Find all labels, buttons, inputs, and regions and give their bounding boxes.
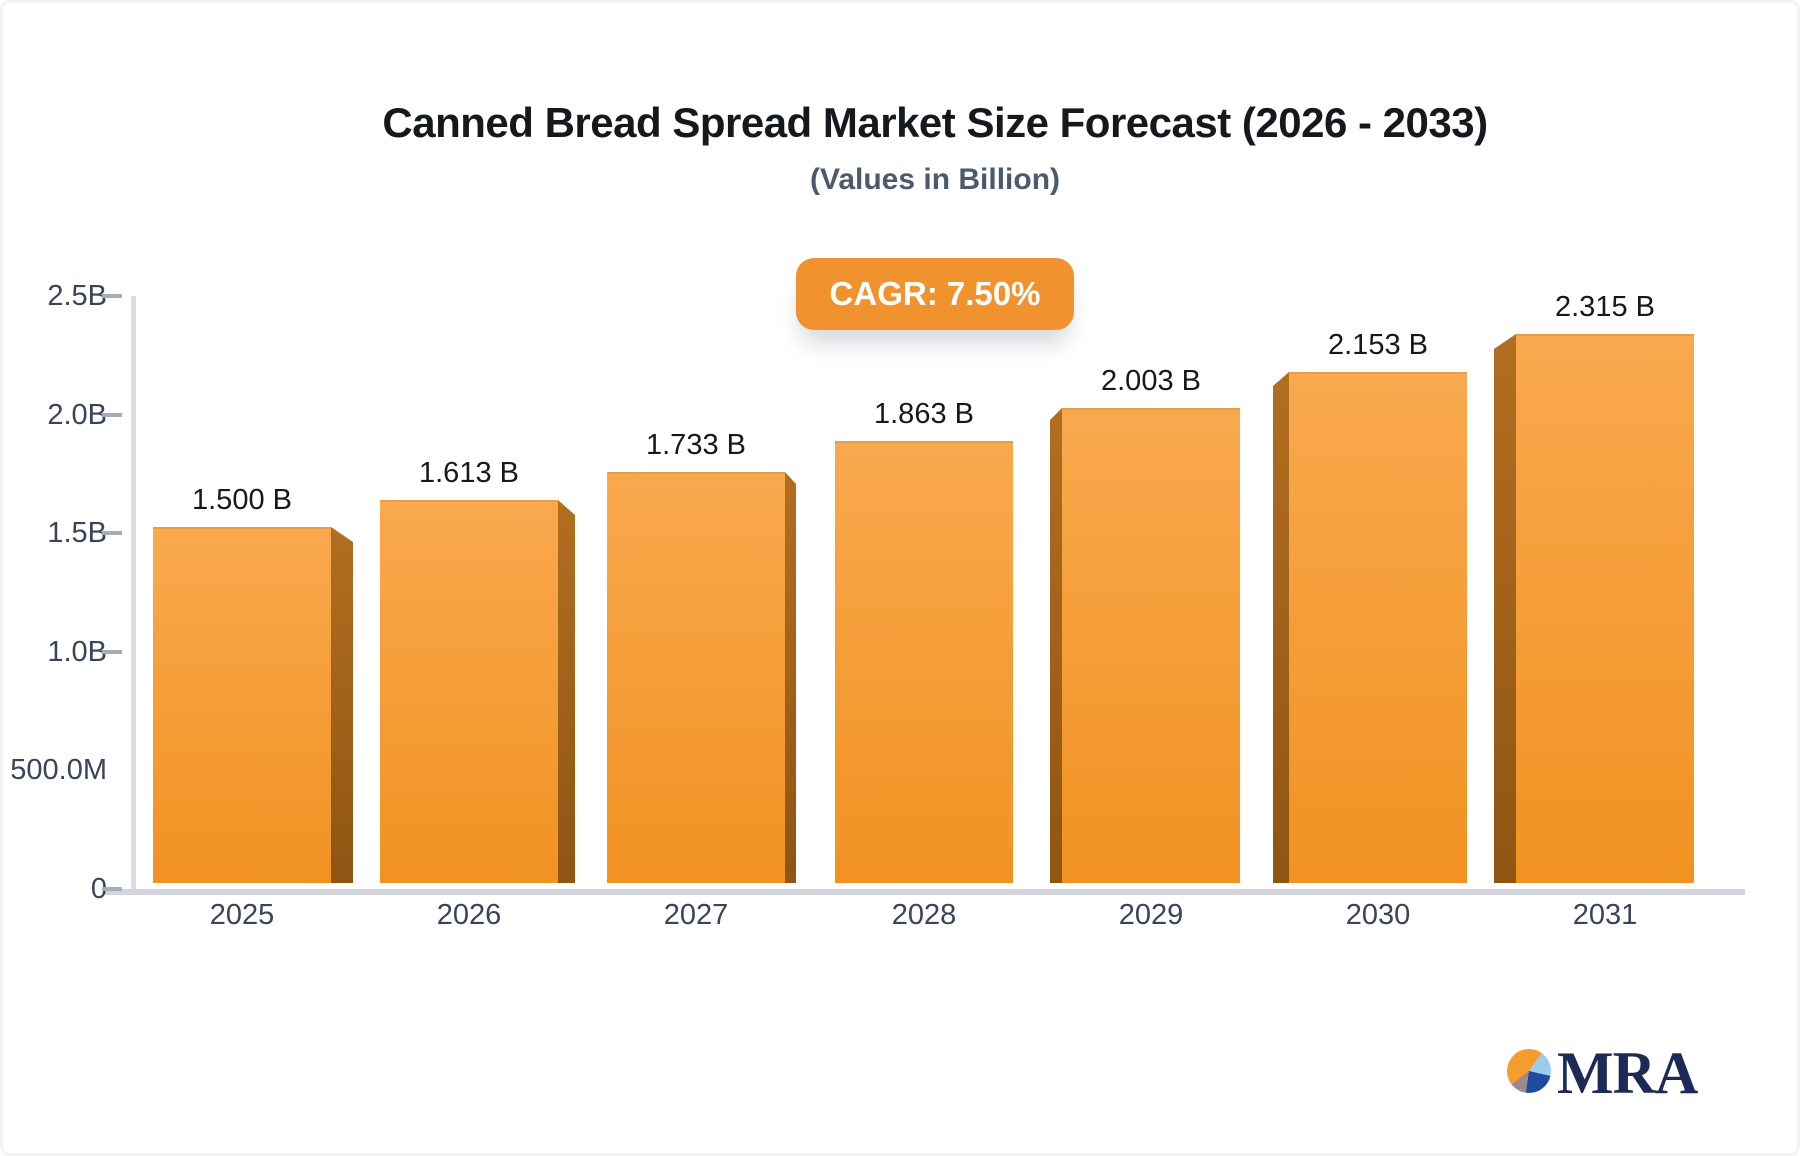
bar-group: 1.733 B 2027	[607, 429, 796, 931]
bar-group: 2.153 B 2030	[1273, 329, 1467, 931]
bar-face	[1062, 408, 1240, 883]
bar-group: 2.003 B 2029	[1050, 365, 1240, 931]
bar-face	[1289, 372, 1467, 883]
bar-face	[607, 472, 785, 883]
bar-group: 1.613 B 2026	[380, 457, 575, 931]
x-axis-label: 2025	[209, 899, 275, 931]
x-axis-label: 2028	[891, 899, 957, 931]
x-axis-label: 2030	[1345, 899, 1411, 931]
y-tick-label: 500.0M	[10, 754, 107, 786]
bar-group: 1.500 B 2025	[153, 484, 353, 931]
y-tick-mark	[102, 650, 122, 654]
bar-group: 2.315 B 2031	[1494, 291, 1694, 931]
y-tick-label: 0	[90, 873, 107, 905]
bar-face	[153, 527, 331, 883]
y-axis-line	[131, 296, 136, 895]
bar-face	[835, 441, 1013, 883]
y-tick-mark	[102, 294, 122, 298]
bar-side-face	[558, 500, 575, 883]
bar-side-face	[1273, 372, 1289, 883]
bar-side-face	[331, 527, 353, 883]
logo-text: MRA	[1557, 1040, 1698, 1106]
y-tick-label: 1.0B	[47, 636, 107, 668]
cagr-badge: CAGR: 7.50%	[795, 258, 1075, 330]
bar-group: 1.863 B 2028	[835, 398, 1013, 931]
x-axis-label: 2029	[1118, 899, 1184, 931]
cagr-badge-wrap: CAGR: 7.50%	[73, 258, 1797, 330]
x-axis-line	[103, 889, 1745, 895]
x-axis-label: 2027	[663, 899, 729, 931]
bar-side-face	[1050, 408, 1062, 883]
y-tick-mark	[102, 413, 122, 417]
bar-value-label: 2.003 B	[1101, 365, 1201, 397]
y-tick-label: 2.5B	[47, 280, 107, 312]
bar-value-label: 1.863 B	[874, 398, 974, 430]
bar-side-face	[785, 472, 796, 883]
bar-value-label: 1.500 B	[192, 484, 292, 516]
bar-value-label: 2.153 B	[1328, 329, 1428, 361]
bar-value-label: 1.613 B	[419, 457, 519, 489]
bar-face	[1516, 334, 1694, 883]
bar-side-face	[1494, 334, 1516, 883]
x-axis-label: 2031	[1572, 899, 1638, 931]
y-tick-mark	[102, 887, 122, 891]
pie-chart-icon	[1507, 1049, 1551, 1093]
y-tick-label: 1.5B	[47, 517, 107, 549]
bar-value-label: 1.733 B	[646, 429, 746, 461]
chart-subtitle: (Values in Billion)	[809, 163, 1061, 196]
bar-face	[380, 500, 558, 883]
y-tick-mark	[102, 531, 122, 535]
x-axis-label: 2026	[436, 899, 502, 931]
chart-title: Canned Bread Spread Market Size Forecast…	[382, 99, 1488, 146]
y-tick-label: 2.0B	[47, 399, 107, 431]
bar-value-label: 2.315 B	[1555, 291, 1655, 323]
